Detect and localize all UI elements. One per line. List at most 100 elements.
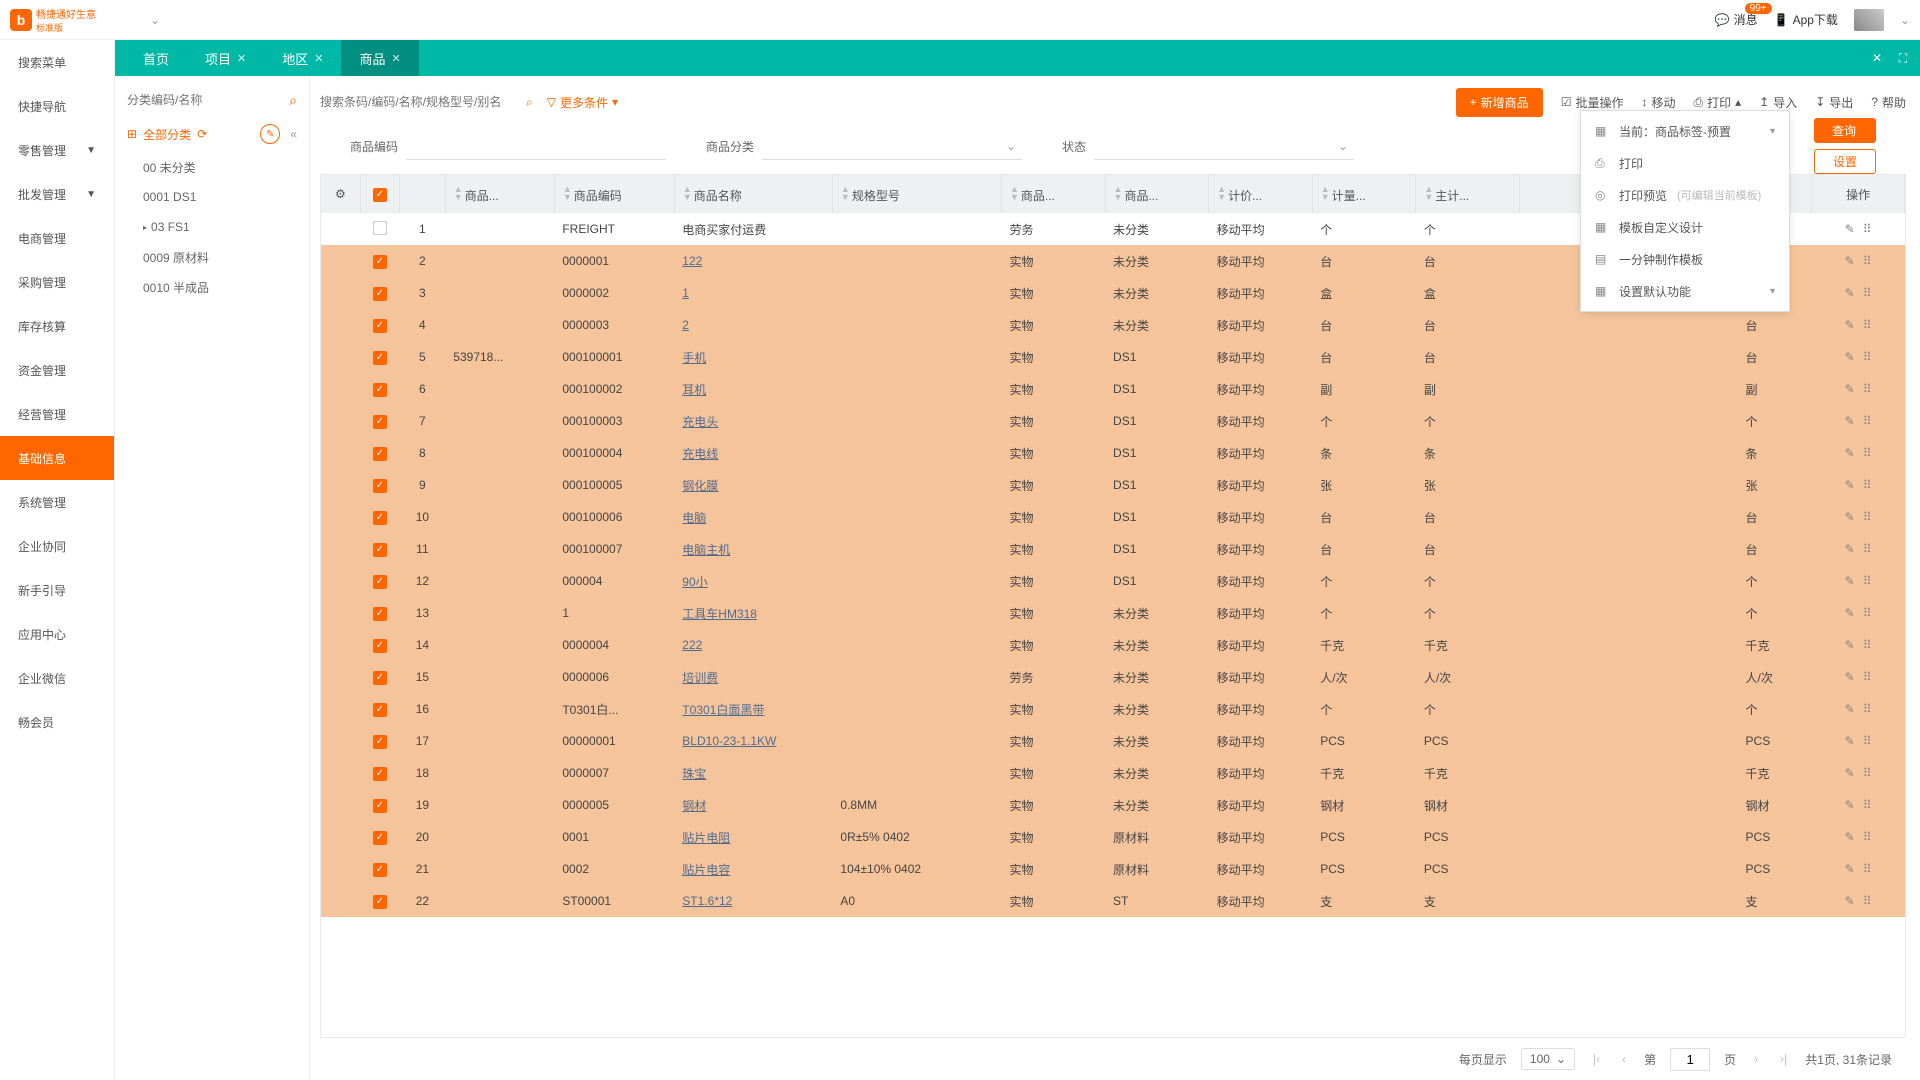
filter-category-select[interactable]: ⌄ [762,132,1022,160]
product-name-link[interactable]: BLD10-23-1.1KW [682,734,776,748]
sidebar-item[interactable]: 畅会员 [0,700,114,744]
more-icon[interactable]: ⠿ [1863,254,1872,268]
table-row[interactable]: ✓1200000490小实物DS1移动平均个个个✎⠿ [321,565,1905,597]
product-name-link[interactable]: 90小 [682,575,707,589]
more-icon[interactable]: ⠿ [1863,894,1872,908]
row-checkbox[interactable]: ✓ [360,373,399,405]
settings-button[interactable]: 设置 [1814,149,1876,174]
sidebar-item[interactable]: 零售管理▼ [0,128,114,172]
select-all-checkbox[interactable]: ✓ [360,175,399,213]
row-checkbox[interactable]: ✓ [360,693,399,725]
per-page-select[interactable]: 100⌄ [1521,1048,1575,1070]
column-header[interactable]: ▲▼商品... [445,175,554,213]
more-icon[interactable]: ⠿ [1863,510,1872,524]
edit-icon[interactable]: ✎ [1845,638,1855,652]
product-name-link[interactable]: 手机 [682,351,706,365]
download-link[interactable]: 📱 App下载 [1774,11,1838,28]
print-button[interactable]: ⎙打印▴ [1693,94,1741,111]
row-checkbox[interactable]: ✓ [360,629,399,661]
message-link[interactable]: 💬 消息 99+ [1715,11,1758,28]
more-icon[interactable]: ⠿ [1863,862,1872,876]
edit-icon[interactable]: ✎ [1845,350,1855,364]
filter-code-input[interactable] [406,132,666,160]
column-header[interactable]: ▲▼规格型号 [832,175,1001,213]
sidebar-item[interactable]: 系统管理 [0,480,114,524]
table-row[interactable]: ✓150000006培训费劳务未分类移动平均人/次人/次人/次✎⠿ [321,661,1905,693]
table-row[interactable]: ✓131工具车HM318实物未分类移动平均个个个✎⠿ [321,597,1905,629]
more-icon[interactable]: ⠿ [1863,350,1872,364]
print-menu-item[interactable]: ▦模板自定义设计 [1581,211,1789,243]
edit-icon[interactable]: ✎ [1845,574,1855,588]
edit-icon[interactable]: ✎ [1845,862,1855,876]
batch-ops-button[interactable]: ☑批量操作 [1561,94,1624,111]
search-icon[interactable]: ⌕ [526,95,533,110]
row-checkbox[interactable]: ✓ [360,885,399,917]
more-icon[interactable]: ⠿ [1863,830,1872,844]
row-checkbox[interactable]: ✓ [360,821,399,853]
print-menu-item[interactable]: ◎打印预览(可编辑当前模板) [1581,179,1789,211]
edit-icon[interactable]: ✎ [1845,542,1855,556]
product-name-link[interactable]: ST1.6*12 [682,894,732,908]
category-item[interactable]: 0009 原材料 [143,242,309,272]
column-header[interactable]: ▲▼计价... [1209,175,1313,213]
gear-column[interactable]: ⚙ [321,175,360,213]
filter-status-select[interactable]: ⌄ [1094,132,1354,160]
close-icon[interactable]: ✕ [314,52,323,65]
edit-icon[interactable]: ✎ [1845,702,1855,716]
column-header[interactable]: ▲▼主计... [1416,175,1520,213]
edit-icon[interactable]: ✎ [1845,478,1855,492]
more-icon[interactable]: ⠿ [1863,542,1872,556]
edit-icon[interactable]: ✎ [1845,510,1855,524]
row-checkbox[interactable]: ✓ [360,565,399,597]
table-row[interactable]: ✓6000100002耳机实物DS1移动平均副副副✎⠿ [321,373,1905,405]
add-product-button[interactable]: + 新增商品 [1456,88,1543,117]
product-name-link[interactable]: 2 [682,318,689,332]
row-checkbox[interactable]: ✓ [360,789,399,821]
edit-icon[interactable]: ✎ [1845,414,1855,428]
edit-icon[interactable]: ✎ [1845,894,1855,908]
avatar[interactable] [1854,9,1884,31]
product-name-link[interactable]: 钢材 [682,799,706,813]
edit-icon[interactable]: ✎ [1845,766,1855,780]
tab[interactable]: 地区✕ [264,40,341,76]
product-name-link[interactable]: 充电头 [682,415,718,429]
fullscreen-icon[interactable]: ⛶ [1894,51,1912,66]
more-icon[interactable]: ⠿ [1863,446,1872,460]
table-row[interactable]: ✓200001贴片电阻0R±5% 0402实物原材料移动平均PCSPCSPCS✎… [321,821,1905,853]
table-row[interactable]: ✓210002贴片电容104±10% 0402实物原材料移动平均PCSPCSPC… [321,853,1905,885]
product-name-link[interactable]: 培训费 [682,671,718,685]
tab-close-all-icon[interactable]: ✕ [1868,51,1886,65]
search-icon[interactable]: ⌕ [289,92,297,109]
edit-icon[interactable]: ✎ [1845,286,1855,300]
column-header[interactable]: ▲▼商品... [1105,175,1209,213]
row-checkbox[interactable]: ✓ [360,853,399,885]
row-checkbox[interactable]: ✓ [360,405,399,437]
column-header[interactable]: ▲▼商品名称 [674,175,832,213]
print-current-template[interactable]: ▦ 当前：商品标签-预置 ▾ [1581,115,1789,147]
first-page-button[interactable]: |‹ [1589,1052,1604,1066]
next-page-button[interactable]: › [1750,1052,1762,1066]
edit-icon[interactable]: ✎ [1845,446,1855,460]
more-icon[interactable]: ⠿ [1863,478,1872,492]
category-item[interactable]: 0001 DS1 [143,182,309,212]
row-checkbox[interactable]: ✓ [360,469,399,501]
edit-icon[interactable]: ✎ [1845,798,1855,812]
sidebar-item[interactable]: 企业微信 [0,656,114,700]
expand-icon[interactable]: ⊞ [127,127,137,141]
edit-icon[interactable]: ✎ [1845,830,1855,844]
sidebar-item[interactable]: 企业协同 [0,524,114,568]
export-button[interactable]: ↧导出 [1815,94,1853,111]
table-row[interactable]: ✓22ST00001ST1.6*12A0实物ST移动平均支支支✎⠿ [321,885,1905,917]
edit-icon[interactable]: ✎ [1845,734,1855,748]
tab[interactable]: 商品✕ [341,40,418,76]
row-checkbox[interactable]: ✓ [360,245,399,277]
refresh-icon[interactable]: ⟳ [197,127,207,141]
print-menu-item[interactable]: ▤一分钟制作模板 [1581,243,1789,275]
product-name-link[interactable]: 工具车HM318 [682,607,757,621]
sidebar-item[interactable]: 经营管理 [0,392,114,436]
tab[interactable]: 项目✕ [187,40,264,76]
product-name-link[interactable]: 钢化膜 [682,479,718,493]
query-button[interactable]: 查询 [1814,118,1876,143]
close-icon[interactable]: ✕ [237,52,246,65]
table-row[interactable]: ✓9000100005钢化膜实物DS1移动平均张张张✎⠿ [321,469,1905,501]
